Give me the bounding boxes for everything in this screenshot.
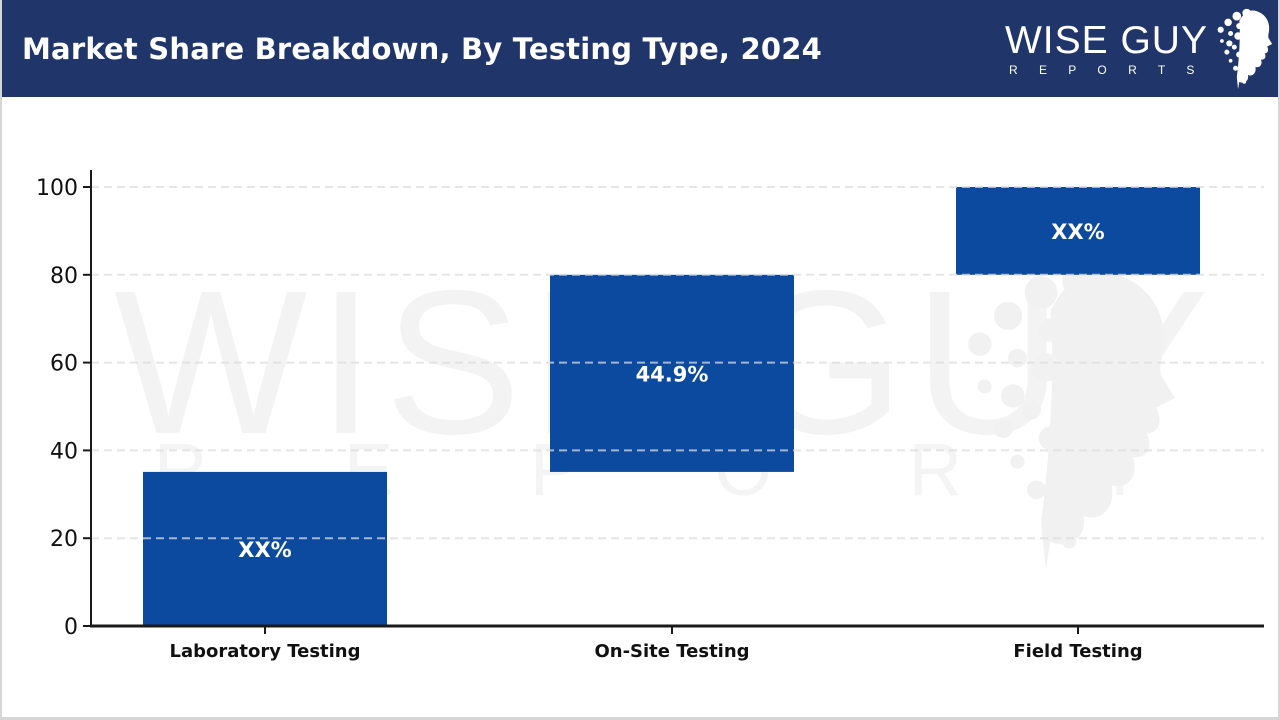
y-tick-label: 80 bbox=[50, 264, 78, 289]
logo-text: WISE GUY R E P O R T S bbox=[1005, 21, 1208, 77]
gridlines-group bbox=[91, 186, 1264, 540]
x-category-label: Field Testing bbox=[1013, 641, 1142, 662]
y-tick-label: 60 bbox=[50, 352, 78, 377]
bar-value-label: XX% bbox=[238, 538, 291, 562]
labels-group: XX% Laboratory Testing 44.9% On-Site Testin… bbox=[36, 176, 1143, 662]
bar-value-label: XX% bbox=[1051, 220, 1104, 244]
y-tick-label: 100 bbox=[36, 176, 78, 201]
page-title: Market Share Breakdown, By Testing Type,… bbox=[22, 31, 822, 66]
axes-group bbox=[83, 170, 1264, 634]
y-tick-label: 40 bbox=[50, 439, 78, 464]
face-profile-icon bbox=[1212, 7, 1274, 91]
bars-group bbox=[143, 187, 1200, 626]
waterfall-bar bbox=[550, 274, 794, 472]
y-tick-label: 0 bbox=[64, 615, 78, 640]
logo-wordmark: WISE GUY bbox=[1004, 18, 1208, 62]
x-category-label: On-Site Testing bbox=[594, 641, 749, 662]
bar-value-label: 44.9% bbox=[636, 362, 709, 386]
y-tick-label: 20 bbox=[50, 527, 78, 552]
logo-subtext: R E P O R T S bbox=[1008, 62, 1204, 77]
brand-logo: WISE GUY R E P O R T S bbox=[1005, 7, 1274, 91]
header: Market Share Breakdown, By Testing Type,… bbox=[2, 0, 1278, 97]
waterfall-bar bbox=[956, 187, 1200, 275]
x-category-label: Laboratory Testing bbox=[169, 641, 360, 662]
waterfall-bar bbox=[143, 471, 387, 626]
